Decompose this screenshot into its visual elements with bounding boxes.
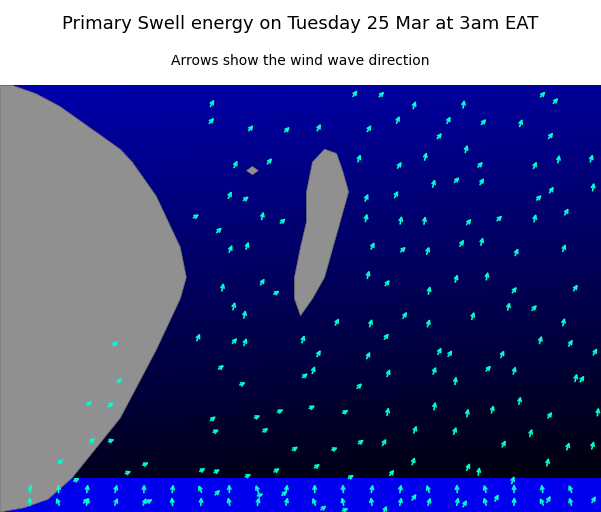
Polygon shape xyxy=(294,150,349,316)
Text: Arrows show the wind wave direction: Arrows show the wind wave direction xyxy=(171,54,430,69)
Polygon shape xyxy=(246,166,258,175)
Text: Primary Swell energy on Tuesday 25 Mar at 3am EAT: Primary Swell energy on Tuesday 25 Mar a… xyxy=(63,15,538,33)
Polygon shape xyxy=(0,85,186,512)
Bar xyxy=(0,478,601,512)
